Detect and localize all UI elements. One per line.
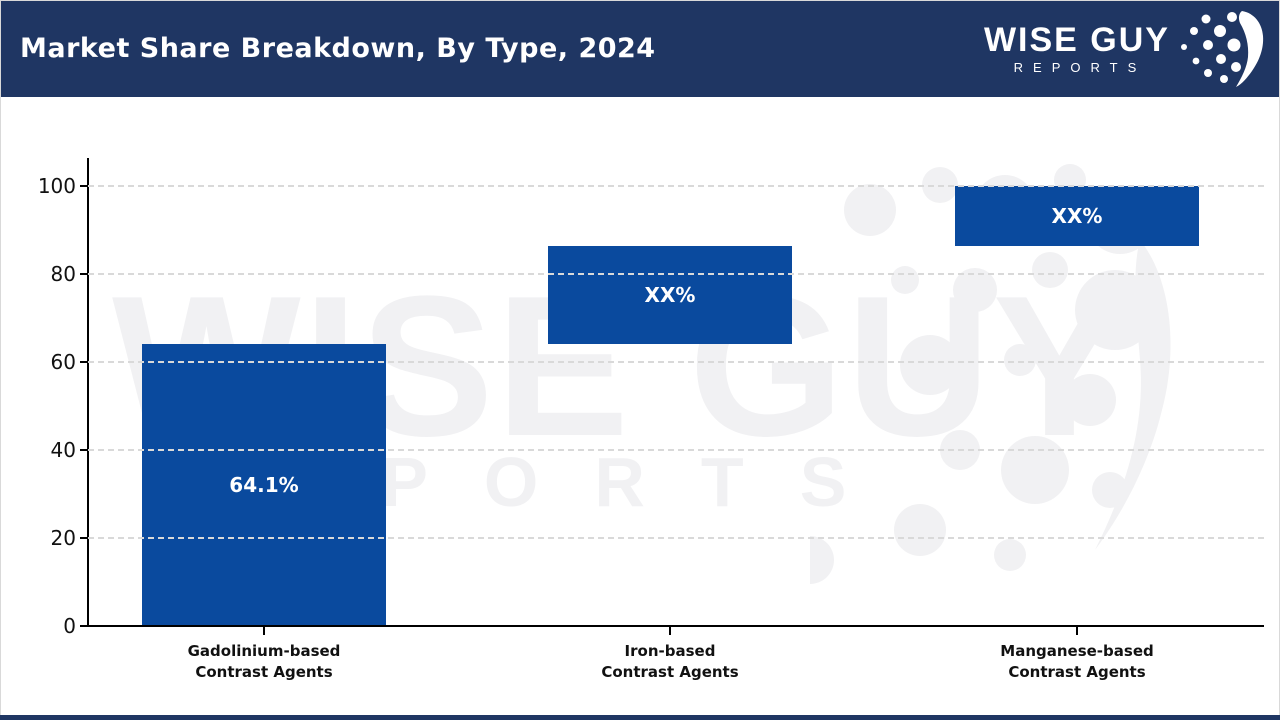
bar-value-label: 64.1% [229,472,299,497]
bar-segment-3 [955,186,1199,246]
y-tick-label: 100 [37,174,76,198]
footer-bar [0,715,1280,720]
header: Market Share Breakdown, By Type, 2024 WI… [0,0,1280,97]
x-tick-mark [1076,627,1078,635]
brand-logo: WISE GUY REPORTS [984,9,1266,89]
gridline [88,537,1264,539]
page-title: Market Share Breakdown, By Type, 2024 [20,33,656,64]
category-label: Manganese-based Contrast Agents [1000,642,1154,681]
bar-segment-2 [548,245,792,344]
bar-segment-1 [142,343,386,626]
gridline [88,273,1264,275]
y-tick-label: 20 [50,526,76,550]
y-tick-label: 80 [50,262,76,286]
gridline [88,449,1264,451]
x-axis-spine [87,625,1264,627]
category-label: Iron-based Contrast Agents [601,642,739,681]
bar-value-label: XX% [644,282,696,307]
y-tick-mark [80,625,87,627]
y-tick-label: 60 [50,350,76,374]
logo-subtitle: REPORTS [1013,60,1147,75]
y-tick-label: 40 [50,438,76,462]
x-tick-mark [263,627,265,635]
gridline [88,185,1264,187]
y-tick-mark [80,273,87,275]
category-label: Gadolinium-based Contrast Agents [187,642,341,681]
y-tick-mark [80,449,87,451]
logo-face-icon [1181,10,1264,87]
bar-value-label: XX% [1051,203,1103,228]
y-tick-label: 0 [63,614,76,638]
y-axis-spine [87,158,89,627]
y-tick-mark [80,361,87,363]
gridline [88,361,1264,363]
logo-wordmark: WISE GUY [983,21,1170,59]
y-tick-mark [80,185,87,187]
y-tick-mark [80,537,87,539]
x-tick-mark [669,627,671,635]
